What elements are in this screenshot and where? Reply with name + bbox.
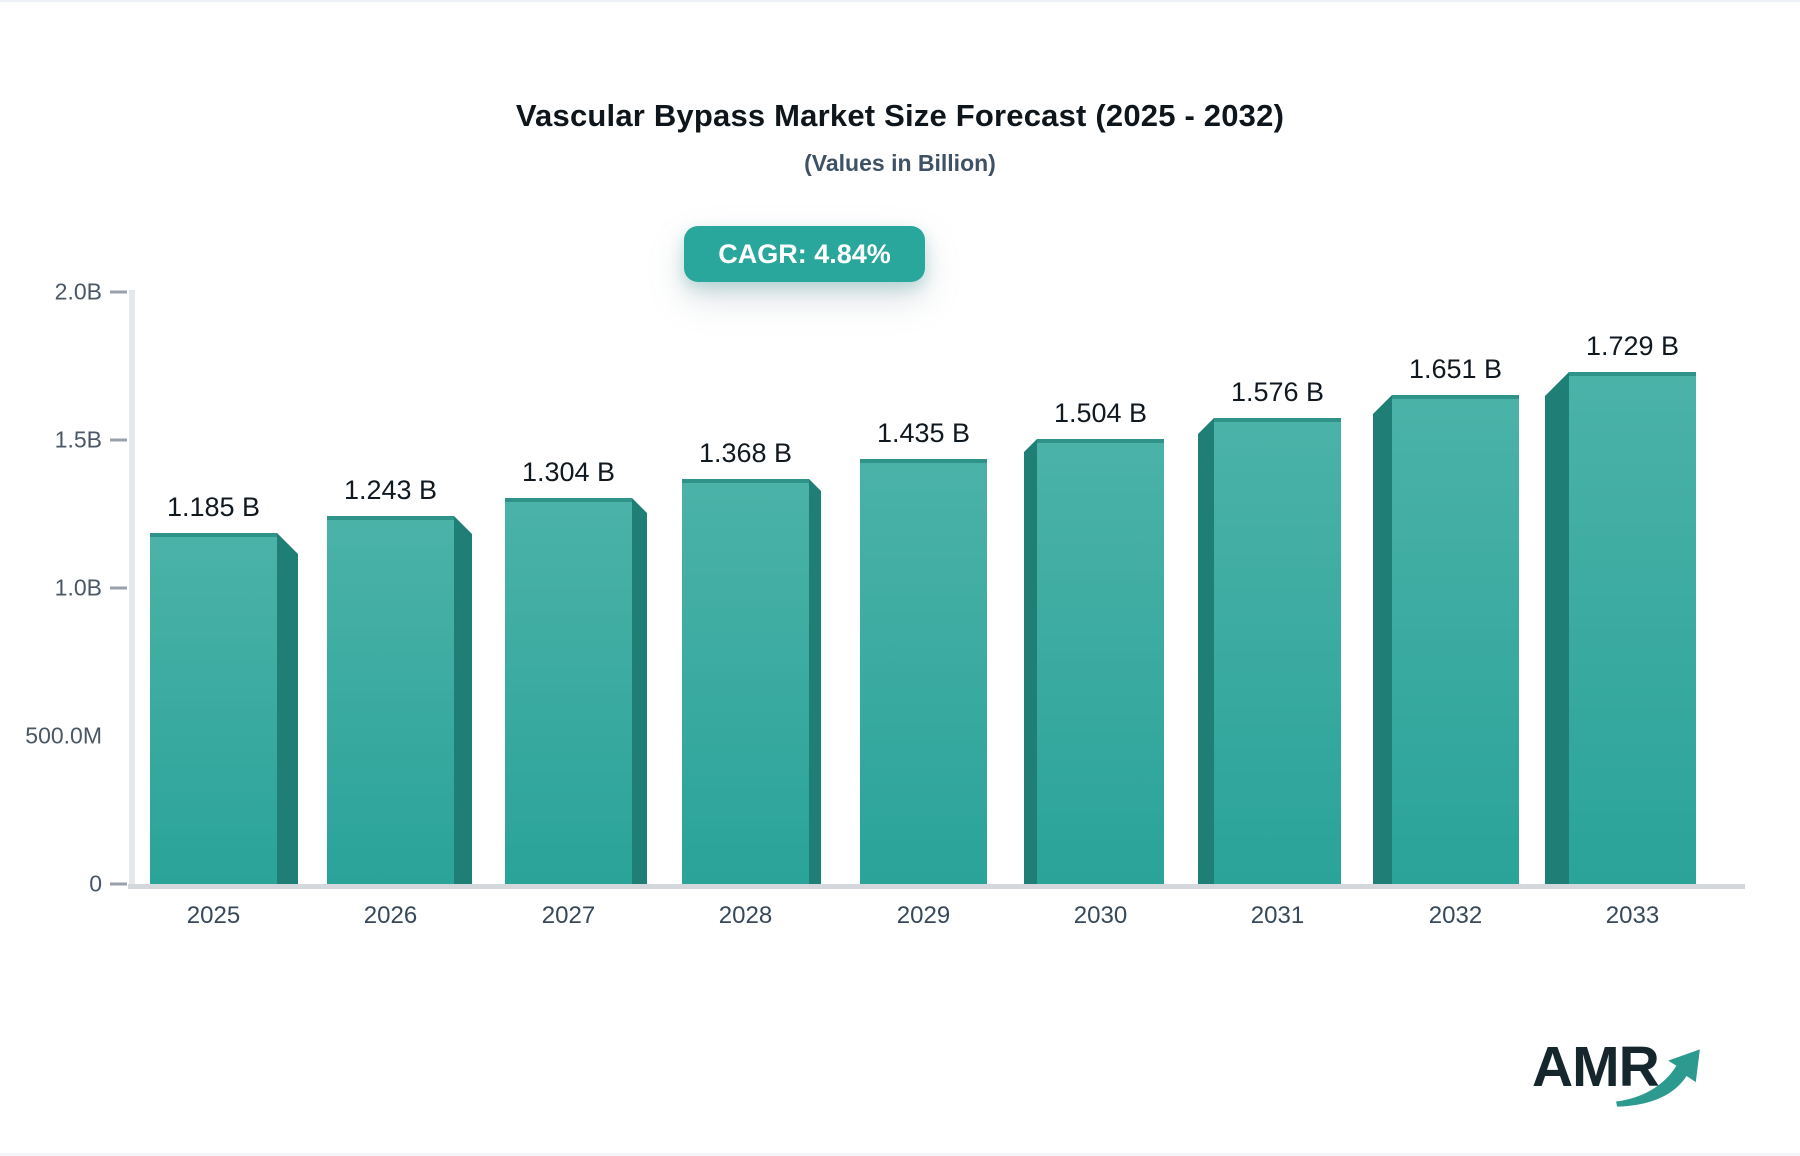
x-tick-label-2025: 2025 (186, 902, 241, 929)
bar-value-label: 1.504 B (1053, 398, 1148, 428)
bar-2026[interactable] (327, 516, 454, 884)
chart-subtitle: (Values in Billion) (804, 150, 996, 176)
bar-side-2030 (1024, 439, 1037, 884)
trend-up-arrow-icon (1616, 1049, 1700, 1107)
bar-side-2026 (454, 516, 472, 884)
bar-2029[interactable] (860, 459, 987, 884)
y-tick-mark (110, 882, 127, 886)
x-tick-label-2026: 2026 (363, 902, 418, 929)
x-axis-line (128, 884, 1745, 889)
bar-2030[interactable] (1037, 439, 1164, 884)
bar-value-label: 1.368 B (698, 438, 793, 468)
y-tick-label: 500.0M (25, 722, 102, 749)
bar-value-label: 1.435 B (876, 418, 971, 448)
cagr-badge: CAGR: 4.84% (684, 226, 925, 282)
bar-value-label: 1.243 B (343, 475, 438, 505)
y-tick-mark (110, 290, 127, 294)
y-tick-mark (110, 438, 127, 442)
y-tick-label: 2.0B (54, 278, 102, 305)
chart-title: Vascular Bypass Market Size Forecast (20… (515, 98, 1285, 133)
x-tick-label-2032: 2032 (1428, 902, 1483, 929)
x-tick-label-2028: 2028 (718, 902, 773, 929)
y-tick-label: 1.5B (54, 426, 102, 453)
bar-value-label: 1.651 B (1408, 354, 1503, 384)
x-tick-label-2029: 2029 (896, 902, 951, 929)
bar-2031[interactable] (1214, 418, 1341, 884)
x-tick-label-2027: 2027 (541, 902, 596, 929)
y-tick-label: 0 (89, 870, 102, 897)
window-bottom-edge (0, 1153, 1800, 1156)
y-axis-line (129, 290, 135, 889)
bar-side-2031 (1198, 418, 1214, 884)
bar-side-2033 (1545, 372, 1569, 884)
bar-side-2025 (277, 533, 298, 884)
bar-2033[interactable] (1569, 372, 1696, 884)
bar-value-label: 1.185 B (166, 492, 261, 522)
bar-value-label: 1.304 B (521, 457, 616, 487)
bar-2032[interactable] (1392, 395, 1519, 884)
bar-2025[interactable] (150, 533, 277, 884)
x-tick-label-2031: 2031 (1250, 902, 1305, 929)
x-tick-label-2033: 2033 (1605, 902, 1660, 929)
bar-2028[interactable] (682, 479, 809, 884)
bar-side-2032 (1373, 395, 1392, 884)
bar-side-2027 (632, 498, 647, 884)
amr-logo: AMR (1532, 1034, 1732, 1118)
bar-value-label: 1.576 B (1230, 377, 1325, 407)
bar-side-2028 (809, 479, 821, 884)
bar-2027[interactable] (505, 498, 632, 884)
bar-value-label: 1.729 B (1585, 331, 1680, 361)
y-tick-mark (110, 586, 127, 590)
y-tick-label: 1.0B (54, 574, 102, 601)
amr-logo-text: AMR (1532, 1035, 1660, 1099)
window-top-edge (0, 0, 1800, 2)
x-tick-label-2030: 2030 (1073, 902, 1128, 929)
